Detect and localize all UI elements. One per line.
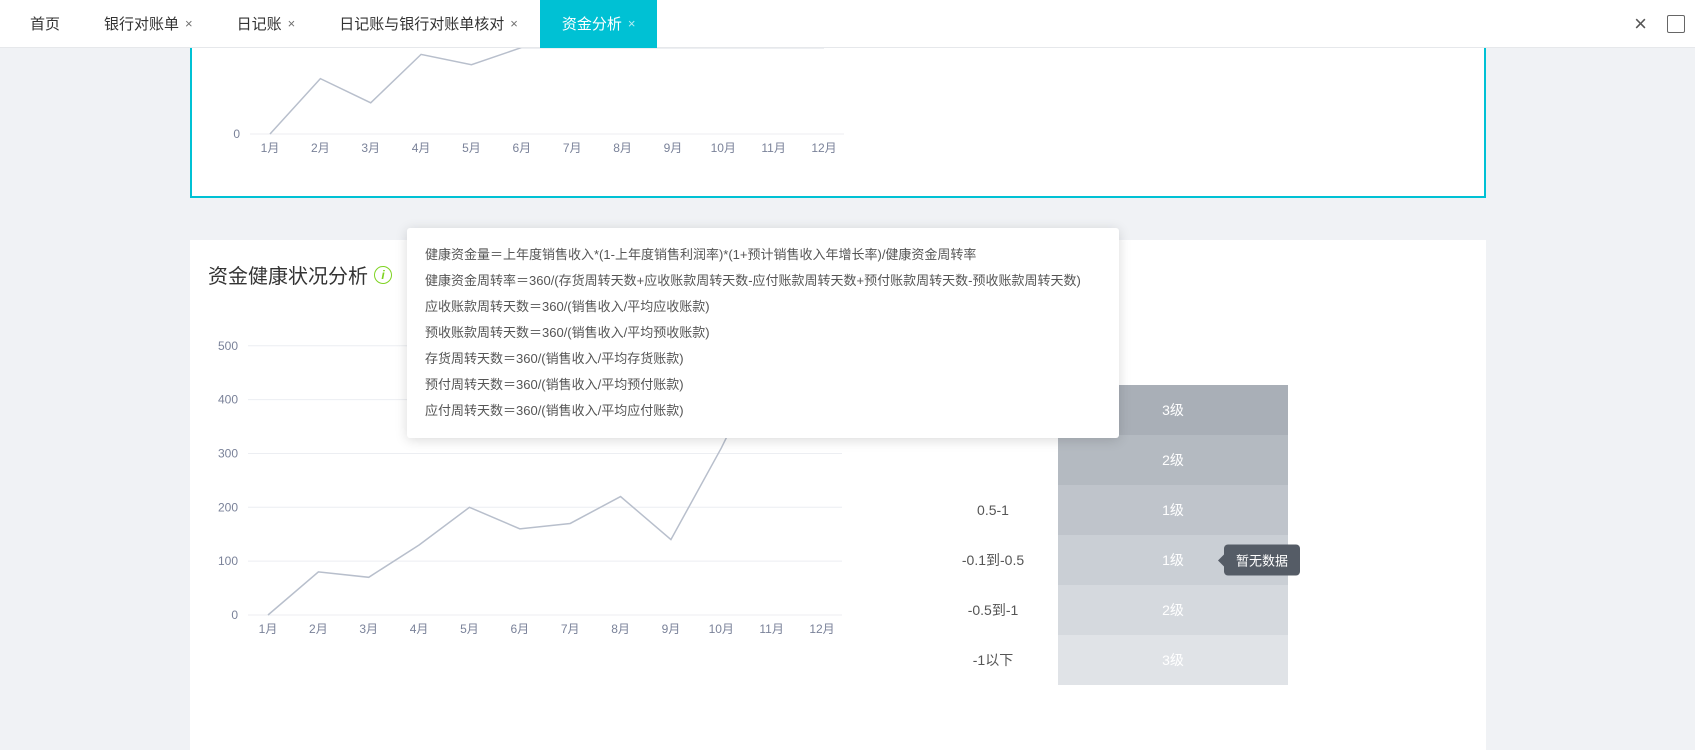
top-chart-card: 0 1月 2月 3月 4月 5月 6月 7月 8月 9月 10月 11月 12月 (190, 48, 1486, 198)
svg-text:8月: 8月 (613, 141, 632, 155)
level-range: 0.5-1 (928, 485, 1058, 535)
close-all-icon[interactable]: × (1628, 11, 1653, 37)
svg-text:10月: 10月 (709, 622, 734, 636)
level-range (928, 435, 1058, 485)
svg-text:11月: 11月 (759, 622, 783, 636)
close-icon[interactable]: × (288, 16, 296, 31)
tooltip-line: 预收账款周转天数＝360/(销售收入/平均预收账款) (425, 320, 1101, 346)
formula-tooltip: 健康资金量＝上年度销售收入*(1-上年度销售利润率)*(1+预计销售收入年增长率… (407, 228, 1119, 438)
tab-label: 日记账与银行对账单核对 (339, 13, 504, 34)
level-grade: 1级 (1058, 485, 1288, 535)
level-row: 0.5-11级 (928, 485, 1288, 535)
level-row: -1以下3级 (928, 635, 1288, 685)
tooltip-line: 应付周转天数＝360/(销售收入/平均应付账款) (425, 398, 1101, 424)
level-row: -0.1到-0.51级暂无数据 (928, 535, 1288, 585)
info-icon[interactable]: i (374, 266, 392, 284)
svg-text:7月: 7月 (563, 141, 582, 155)
top-chart: 0 1月 2月 3月 4月 5月 6月 7月 8月 9月 10月 11月 12月 (210, 48, 1466, 181)
svg-text:400: 400 (218, 393, 238, 407)
svg-text:7月: 7月 (561, 622, 580, 636)
svg-text:0: 0 (231, 608, 238, 622)
svg-text:6月: 6月 (510, 622, 529, 636)
svg-text:0: 0 (233, 127, 240, 141)
tab-label: 日记账 (237, 13, 282, 34)
level-row: 2级 (928, 435, 1288, 485)
close-icon[interactable]: × (510, 16, 518, 31)
svg-text:9月: 9月 (662, 622, 681, 636)
tab-bar: 首页 银行对账单 × 日记账 × 日记账与银行对账单核对 × 资金分析 × × (0, 0, 1695, 48)
tooltip-line: 健康资金量＝上年度销售收入*(1-上年度销售利润率)*(1+预计销售收入年增长率… (425, 242, 1101, 268)
tooltip-line: 应收账款周转天数＝360/(销售收入/平均应收账款) (425, 294, 1101, 320)
svg-text:8月: 8月 (611, 622, 630, 636)
svg-text:1月: 1月 (259, 622, 278, 636)
tab-label: 首页 (30, 13, 60, 34)
level-range: -1以下 (928, 635, 1058, 685)
close-icon[interactable]: × (185, 16, 193, 31)
tab-label: 银行对账单 (104, 13, 179, 34)
tab-3[interactable]: 日记账与银行对账单核对 × (317, 0, 540, 48)
level-grade: 3级 (1058, 635, 1288, 685)
no-data-badge: 暂无数据 (1224, 545, 1300, 576)
svg-text:10月: 10月 (711, 141, 736, 155)
tab-0[interactable]: 首页 (8, 0, 82, 48)
svg-text:200: 200 (218, 500, 238, 514)
svg-text:12月: 12月 (811, 141, 836, 155)
svg-text:100: 100 (218, 554, 238, 568)
tab-label: 资金分析 (562, 13, 622, 34)
tooltip-line: 健康资金周转率＝360/(存货周转天数+应收账款周转天数-应付账款周转天数+预付… (425, 268, 1101, 294)
svg-text:11月: 11月 (761, 141, 785, 155)
svg-text:4月: 4月 (410, 622, 429, 636)
svg-text:3月: 3月 (361, 141, 380, 155)
svg-text:2月: 2月 (309, 622, 328, 636)
level-grade: 2级 (1058, 585, 1288, 635)
level-row: -0.5到-12级 (928, 585, 1288, 635)
level-range: -0.1到-0.5 (928, 535, 1058, 585)
level-grade: 1级暂无数据 (1058, 535, 1288, 585)
svg-text:300: 300 (218, 446, 238, 460)
svg-text:2月: 2月 (311, 141, 330, 155)
svg-text:1月: 1月 (261, 141, 280, 155)
close-icon[interactable]: × (628, 16, 636, 31)
svg-text:500: 500 (218, 339, 238, 353)
tab-2[interactable]: 日记账 × (215, 0, 318, 48)
svg-text:4月: 4月 (412, 141, 431, 155)
tooltip-line: 预付周转天数＝360/(销售收入/平均预付账款) (425, 372, 1101, 398)
svg-text:3月: 3月 (359, 622, 378, 636)
fullscreen-icon[interactable] (1667, 15, 1685, 33)
tab-1[interactable]: 银行对账单 × (82, 0, 215, 48)
svg-text:9月: 9月 (664, 141, 683, 155)
svg-text:12月: 12月 (809, 622, 834, 636)
section-title: 资金健康状况分析 (208, 260, 368, 289)
tooltip-line: 存货周转天数＝360/(销售收入/平均存货账款) (425, 346, 1101, 372)
svg-text:5月: 5月 (460, 622, 479, 636)
tabbar-right: × (1628, 0, 1685, 48)
level-grade: 2级 (1058, 435, 1288, 485)
svg-text:6月: 6月 (512, 141, 531, 155)
tab-4[interactable]: 资金分析 × (540, 0, 658, 48)
level-range: -0.5到-1 (928, 585, 1058, 635)
svg-text:5月: 5月 (462, 141, 481, 155)
